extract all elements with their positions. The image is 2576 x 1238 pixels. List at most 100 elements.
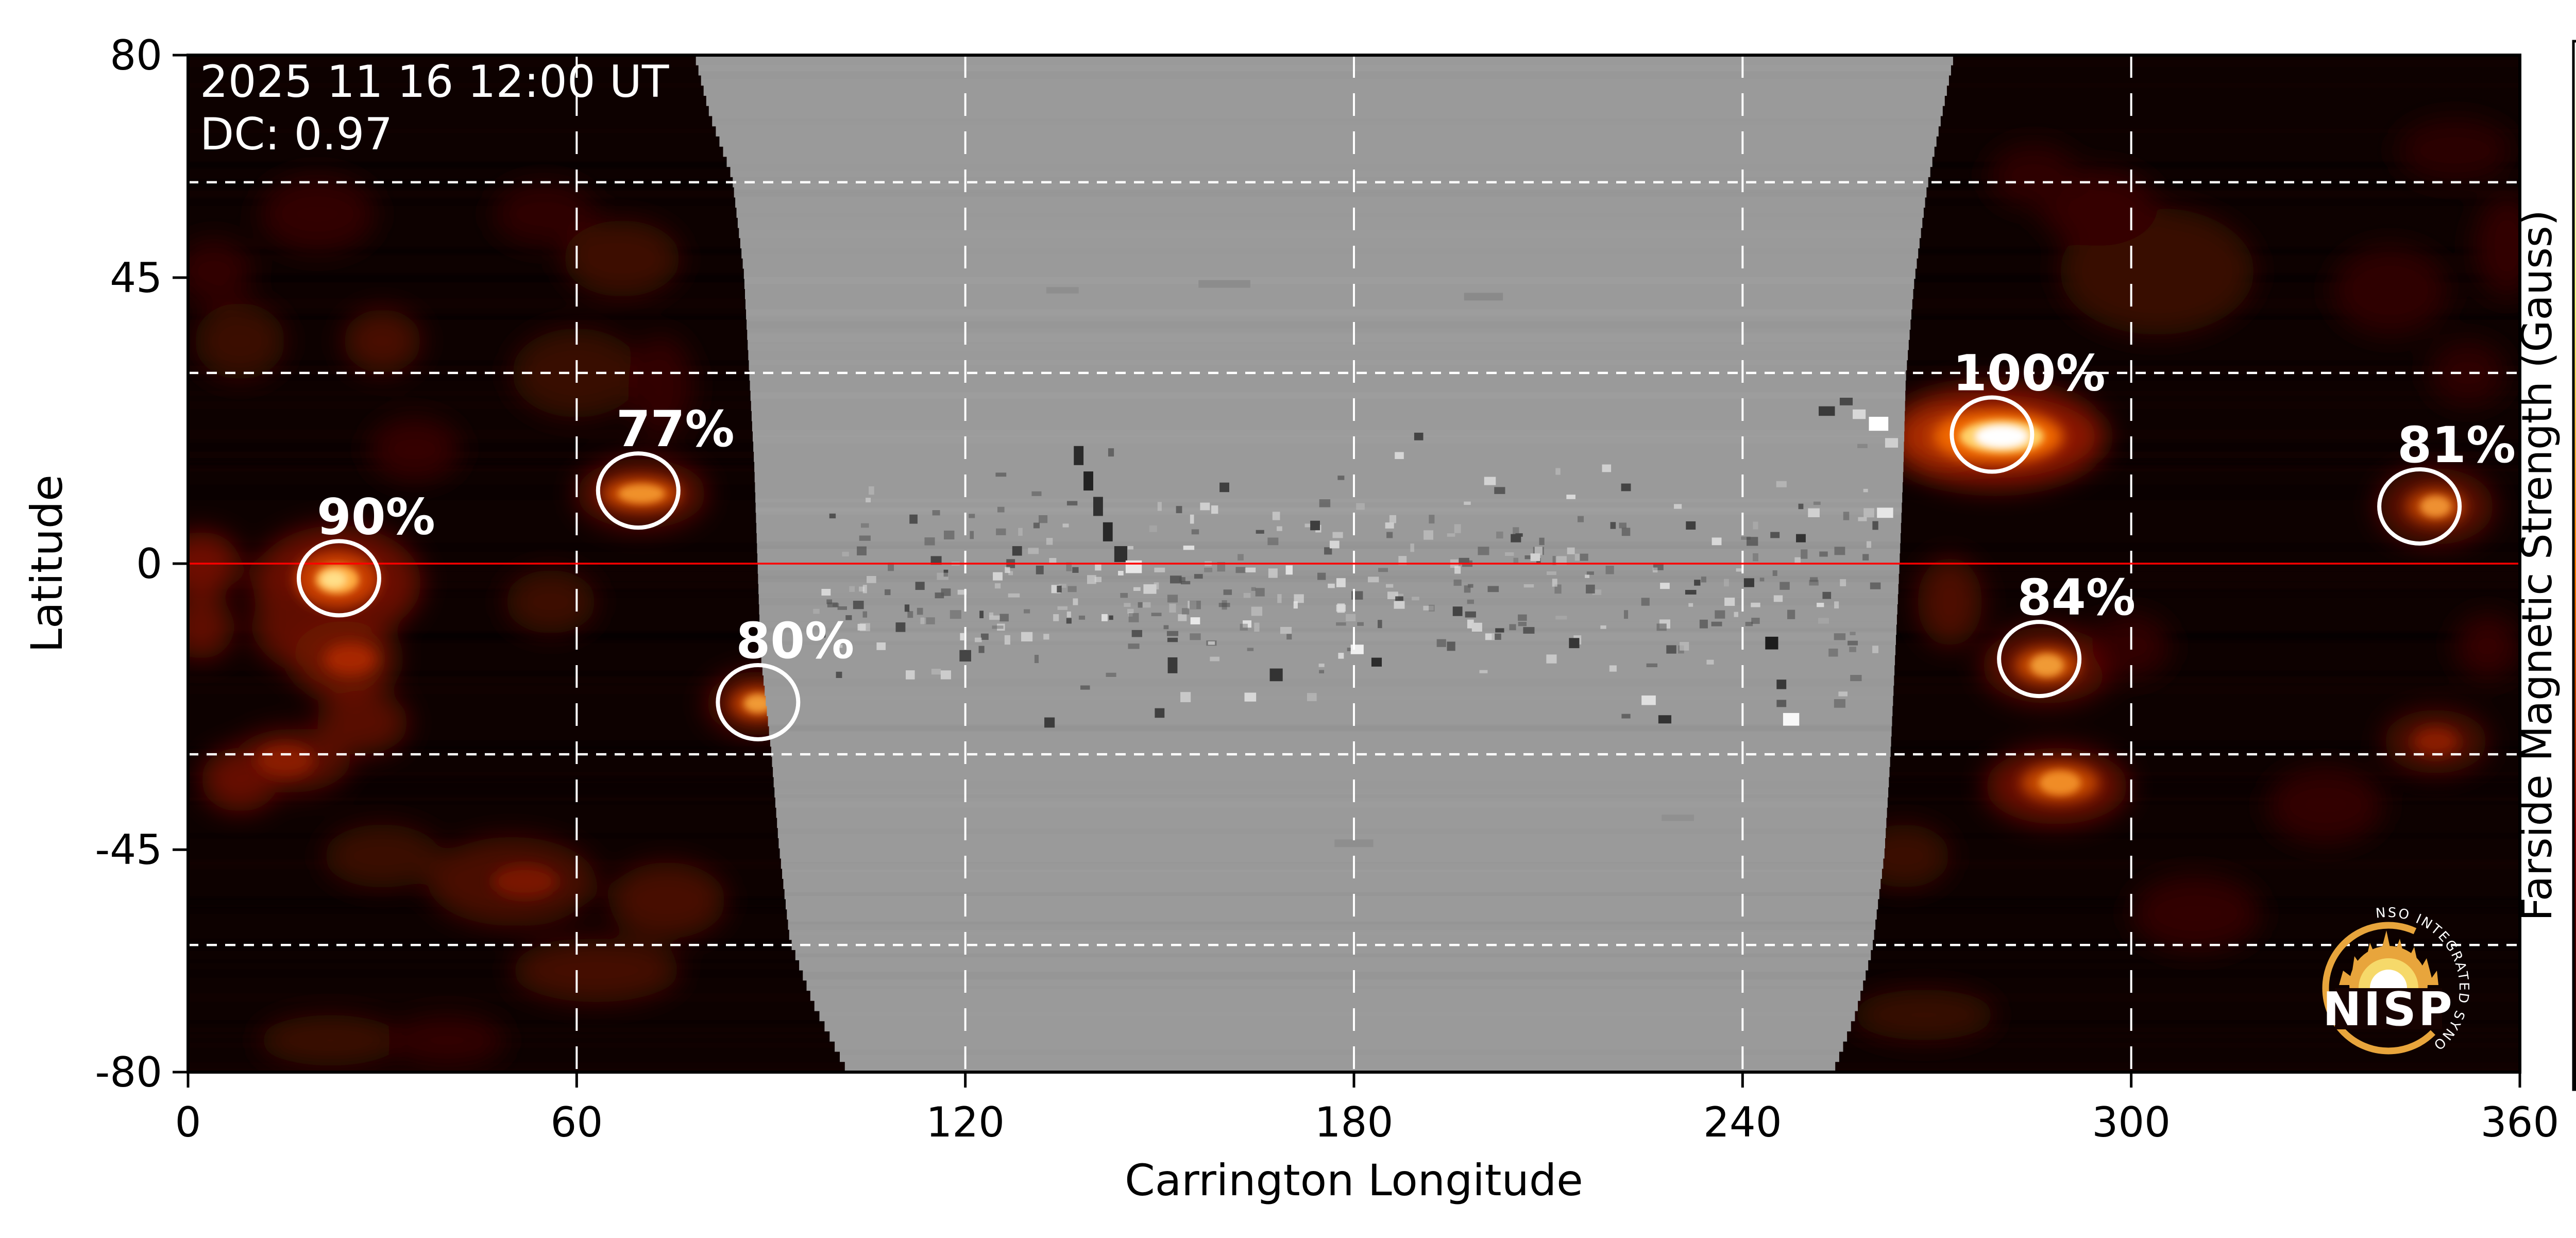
frontside-feature bbox=[959, 650, 971, 662]
frontside-feature bbox=[1167, 657, 1178, 673]
region-label: 90% bbox=[317, 488, 435, 546]
frontside-feature bbox=[1452, 606, 1463, 616]
farside-blob bbox=[2429, 341, 2507, 405]
farside-blob bbox=[324, 643, 376, 675]
nisp-logo-text: NISP bbox=[2323, 982, 2454, 1037]
frontside-feature bbox=[1200, 502, 1210, 511]
frontside-feature bbox=[1464, 293, 1503, 301]
farside-blobs-core bbox=[315, 420, 2451, 795]
region-label: 84% bbox=[2017, 569, 2136, 626]
frontside-feature bbox=[1641, 696, 1656, 705]
farside-blob bbox=[2039, 771, 2081, 795]
frontside-feature bbox=[940, 670, 952, 680]
frontside-feature bbox=[1103, 522, 1113, 541]
frontside-feature bbox=[1155, 708, 1165, 718]
farside-blob bbox=[259, 1014, 402, 1066]
farside-blob bbox=[321, 571, 346, 588]
frontside-feature bbox=[1310, 520, 1320, 531]
frontside-feature bbox=[1093, 497, 1103, 516]
frontside-feature bbox=[895, 622, 906, 632]
farside-blob bbox=[492, 866, 557, 897]
farside-blob bbox=[2413, 727, 2459, 756]
region-label: 81% bbox=[2397, 416, 2516, 474]
frontside-feature bbox=[1796, 534, 1806, 542]
farside-blob bbox=[2420, 495, 2451, 517]
frontside-feature bbox=[1776, 680, 1787, 689]
frontside-noise bbox=[693, 64, 1953, 1056]
colorbar-farside: 0100200300400500600700800Farside Magneti… bbox=[2513, 40, 2576, 1091]
frontside-feature bbox=[1853, 409, 1866, 419]
farside-blob bbox=[512, 938, 681, 1003]
frontside-feature bbox=[1012, 546, 1022, 556]
frontside-feature bbox=[1602, 464, 1612, 472]
colorbar-gradient-farside bbox=[2572, 40, 2576, 1091]
farside-blob bbox=[259, 176, 376, 252]
farside-blob bbox=[188, 239, 253, 303]
frontside-feature bbox=[1711, 537, 1722, 546]
farside-blob bbox=[2267, 767, 2384, 843]
region-circle bbox=[2377, 467, 2462, 546]
farside-blob bbox=[343, 309, 421, 373]
x-tick-label: 60 bbox=[550, 1098, 603, 1146]
farside-blob bbox=[188, 595, 233, 659]
dc-label: DC: 0.97 bbox=[200, 109, 393, 160]
frontside-feature bbox=[1724, 598, 1735, 606]
farside-blob bbox=[369, 417, 461, 481]
frontside-feature bbox=[1808, 508, 1820, 517]
datetime-label: 2025 11 16 12:00 UT bbox=[200, 56, 669, 108]
nisp-ring-arc bbox=[2322, 922, 2455, 1055]
x-axis-label: Carrington Longitude bbox=[1125, 1155, 1583, 1206]
farside-blob bbox=[1989, 144, 2080, 208]
detection-regions: 90% 77% 80% 100% 84% 81% bbox=[296, 345, 2516, 741]
frontside-feature bbox=[1658, 715, 1672, 724]
frontside-feature bbox=[1839, 397, 1853, 405]
region-circle bbox=[1950, 395, 2035, 474]
frontside-feature bbox=[1143, 584, 1157, 594]
farside-blob bbox=[505, 570, 597, 634]
frontside-feature bbox=[1046, 287, 1079, 294]
map-area: 90% 77% 80% 100% 84% 81% 2025 11 16 12:00 UTDC… bbox=[188, 55, 2520, 1072]
frontside-feature bbox=[1180, 692, 1191, 702]
frontside-feature bbox=[1083, 471, 1093, 491]
region-label: 100% bbox=[1953, 345, 2106, 402]
nisp-text-band bbox=[2335, 988, 2442, 1029]
y-tick-label: 0 bbox=[136, 540, 162, 588]
farside-blob bbox=[2030, 654, 2064, 677]
frontside-feature bbox=[993, 572, 1003, 581]
x-tick-label: 180 bbox=[1315, 1098, 1394, 1146]
frontside-feature bbox=[1783, 713, 1800, 726]
y-tick-label: 80 bbox=[110, 31, 162, 79]
farside-blob bbox=[1917, 557, 1982, 647]
frontside-feature bbox=[1350, 645, 1364, 654]
farside-blob bbox=[388, 1014, 506, 1066]
farside-blob bbox=[2397, 118, 2514, 182]
frontside-feature bbox=[1414, 432, 1423, 440]
frontside-feature bbox=[1395, 452, 1404, 460]
frontside-feature bbox=[1044, 717, 1055, 728]
x-tick-label: 300 bbox=[2092, 1098, 2171, 1146]
farside-blob bbox=[194, 303, 285, 380]
y-axis-label: Latitude bbox=[22, 474, 72, 653]
frontside-feature bbox=[1877, 507, 1893, 518]
region-circle bbox=[716, 663, 801, 741]
farside-blob bbox=[492, 182, 597, 246]
frontside-feature bbox=[1334, 839, 1374, 847]
region-circle bbox=[1997, 620, 2082, 699]
frontside-feature bbox=[1662, 815, 1694, 821]
x-tick-label: 240 bbox=[1703, 1098, 1782, 1146]
region-circle bbox=[596, 451, 681, 530]
farside-blob bbox=[2475, 195, 2520, 297]
farside-blob bbox=[1975, 426, 2028, 448]
farside-blob bbox=[564, 220, 681, 297]
frontside-feature bbox=[1885, 438, 1899, 448]
frontside-feature bbox=[1198, 280, 1250, 288]
farside-blob bbox=[618, 484, 665, 503]
frontside-feature bbox=[1621, 483, 1631, 491]
region-circle bbox=[296, 539, 381, 618]
frontside-feature bbox=[1219, 482, 1229, 493]
nisp-dome-white bbox=[2370, 970, 2407, 988]
frontside-feature bbox=[1125, 560, 1142, 573]
x-tick-label: 120 bbox=[926, 1098, 1005, 1146]
farside-blob bbox=[256, 744, 315, 777]
